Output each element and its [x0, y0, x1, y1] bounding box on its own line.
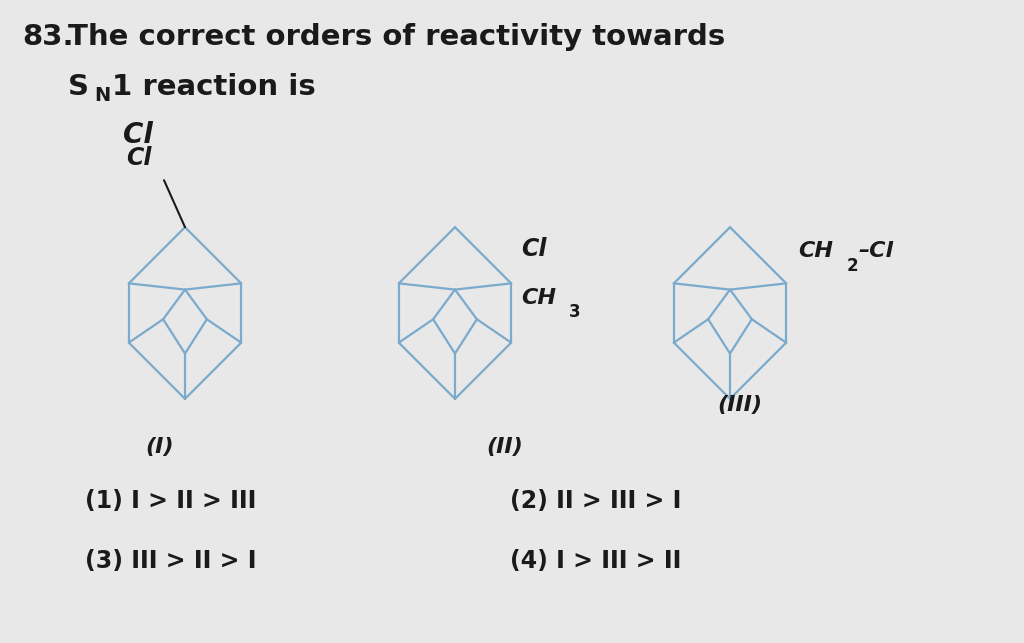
Text: 83.: 83. — [22, 23, 74, 51]
Text: (3) III > II > I: (3) III > II > I — [85, 548, 256, 573]
Text: S: S — [68, 73, 89, 101]
Text: –Cl: –Cl — [858, 241, 893, 261]
Text: Cl: Cl — [123, 121, 153, 149]
Text: CH: CH — [798, 241, 834, 261]
Text: Cl: Cl — [521, 237, 547, 261]
Text: (4) I > III > II: (4) I > III > II — [510, 548, 681, 573]
Text: CH: CH — [521, 288, 556, 309]
Text: (I): (I) — [145, 437, 174, 457]
Text: Cl: Cl — [127, 146, 152, 170]
Text: (2) II > III > I: (2) II > III > I — [510, 489, 681, 513]
Text: (III): (III) — [718, 395, 763, 415]
Text: N: N — [94, 86, 111, 105]
Text: (1) I > II > III: (1) I > II > III — [85, 489, 256, 513]
Text: 2: 2 — [846, 257, 858, 275]
Text: 1 reaction is: 1 reaction is — [112, 73, 315, 101]
Text: The correct orders of reactivity towards: The correct orders of reactivity towards — [68, 23, 725, 51]
Text: 3: 3 — [569, 303, 581, 322]
Text: (II): (II) — [486, 437, 523, 457]
